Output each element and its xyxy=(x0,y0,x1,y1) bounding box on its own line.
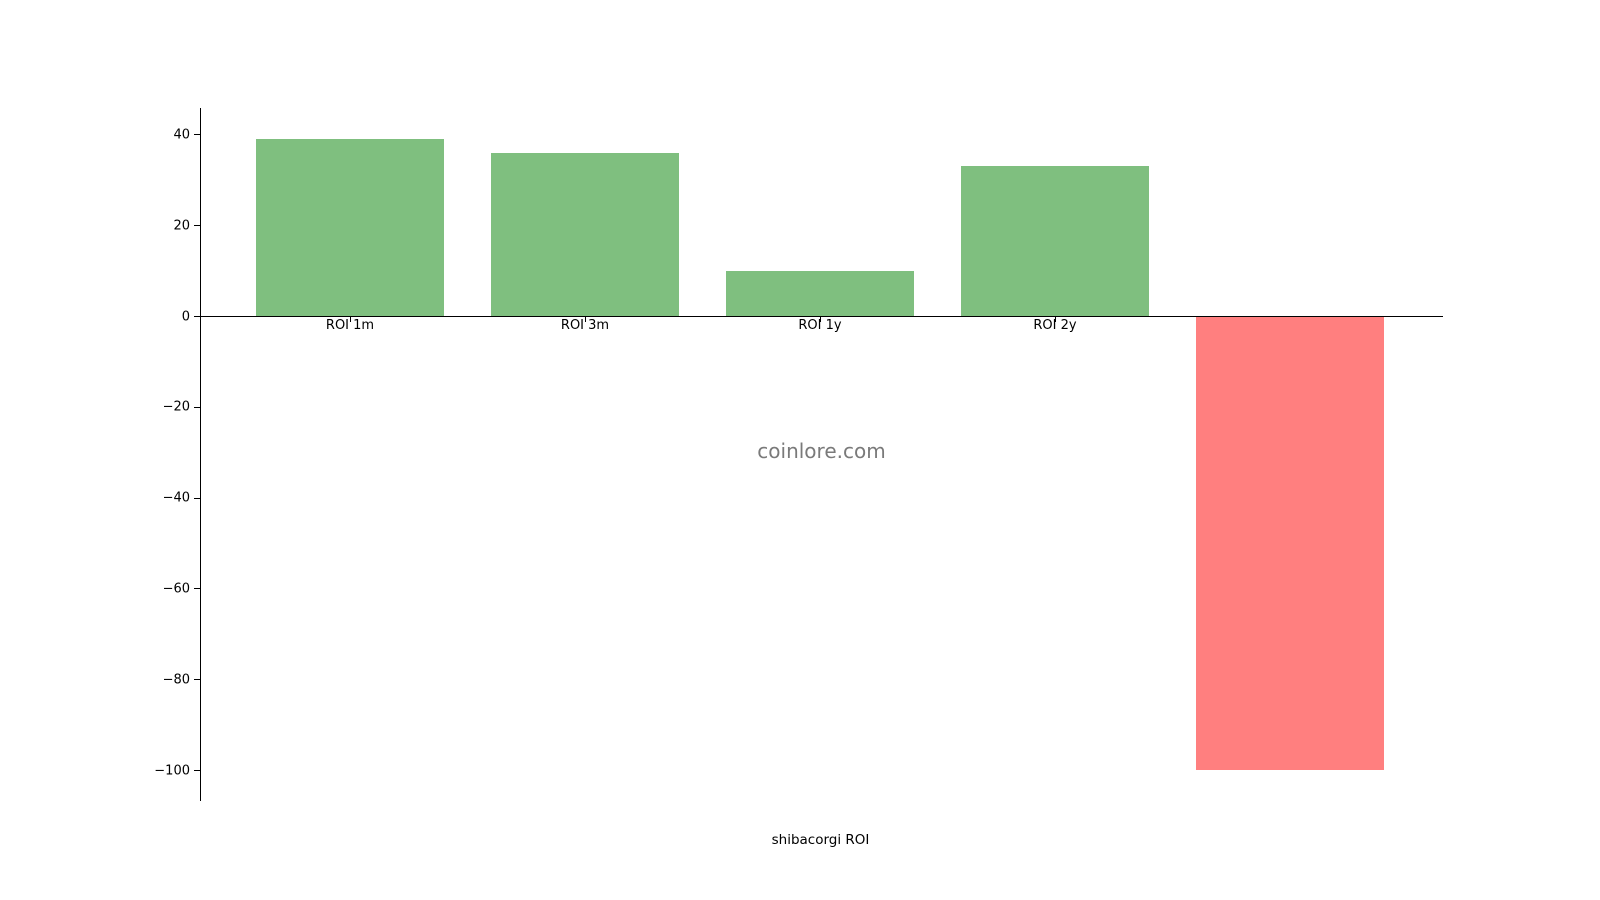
x-tick-mark xyxy=(350,316,351,322)
y-tick-label: −40 xyxy=(162,490,190,506)
y-tick-label: −20 xyxy=(162,399,190,415)
y-tick-label: 20 xyxy=(173,218,190,234)
x-tick-mark xyxy=(585,316,586,322)
x-tick-label: ROI 3m xyxy=(560,318,610,333)
watermark-text: coinlore.com xyxy=(757,439,886,463)
bar-roi-1y xyxy=(726,270,914,316)
x-tick-mark xyxy=(820,316,821,322)
chart-title: shibacorgi ROI xyxy=(771,832,870,848)
x-tick-label: ROI 1m xyxy=(325,318,375,333)
bar-negative-roi xyxy=(1196,316,1384,770)
bar-roi-1m xyxy=(256,138,444,316)
x-tick-label: ROI 2y xyxy=(1033,318,1077,333)
y-tick-mark xyxy=(194,225,200,227)
bar-roi-2y xyxy=(961,166,1149,316)
y-tick-mark xyxy=(194,316,200,317)
bar-roi-3m xyxy=(491,152,679,316)
y-tick-mark xyxy=(194,134,200,136)
y-tick-label: −60 xyxy=(162,581,190,597)
y-tick-mark xyxy=(194,588,200,590)
y-tick-label: −100 xyxy=(154,763,190,778)
y-tick-mark xyxy=(194,406,200,408)
y-tick-mark xyxy=(194,497,200,499)
y-tick-label: 0 xyxy=(181,309,190,324)
y-tick-label: −80 xyxy=(162,672,190,688)
x-tick-label: ROI 1y xyxy=(798,318,842,333)
y-tick-mark xyxy=(194,770,200,771)
y-tick-label: 40 xyxy=(173,127,190,143)
x-axis-line xyxy=(200,316,1443,317)
y-tick-mark xyxy=(194,679,200,681)
y-axis-spine xyxy=(200,108,201,801)
x-tick-mark xyxy=(1055,316,1056,322)
